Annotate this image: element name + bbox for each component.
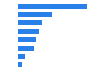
Bar	[18, 62, 22, 67]
Bar	[18, 46, 34, 50]
Bar	[18, 37, 36, 42]
Bar	[18, 54, 25, 59]
Bar	[18, 4, 87, 9]
Bar	[18, 12, 52, 17]
Bar	[18, 29, 39, 34]
Bar	[18, 20, 42, 25]
